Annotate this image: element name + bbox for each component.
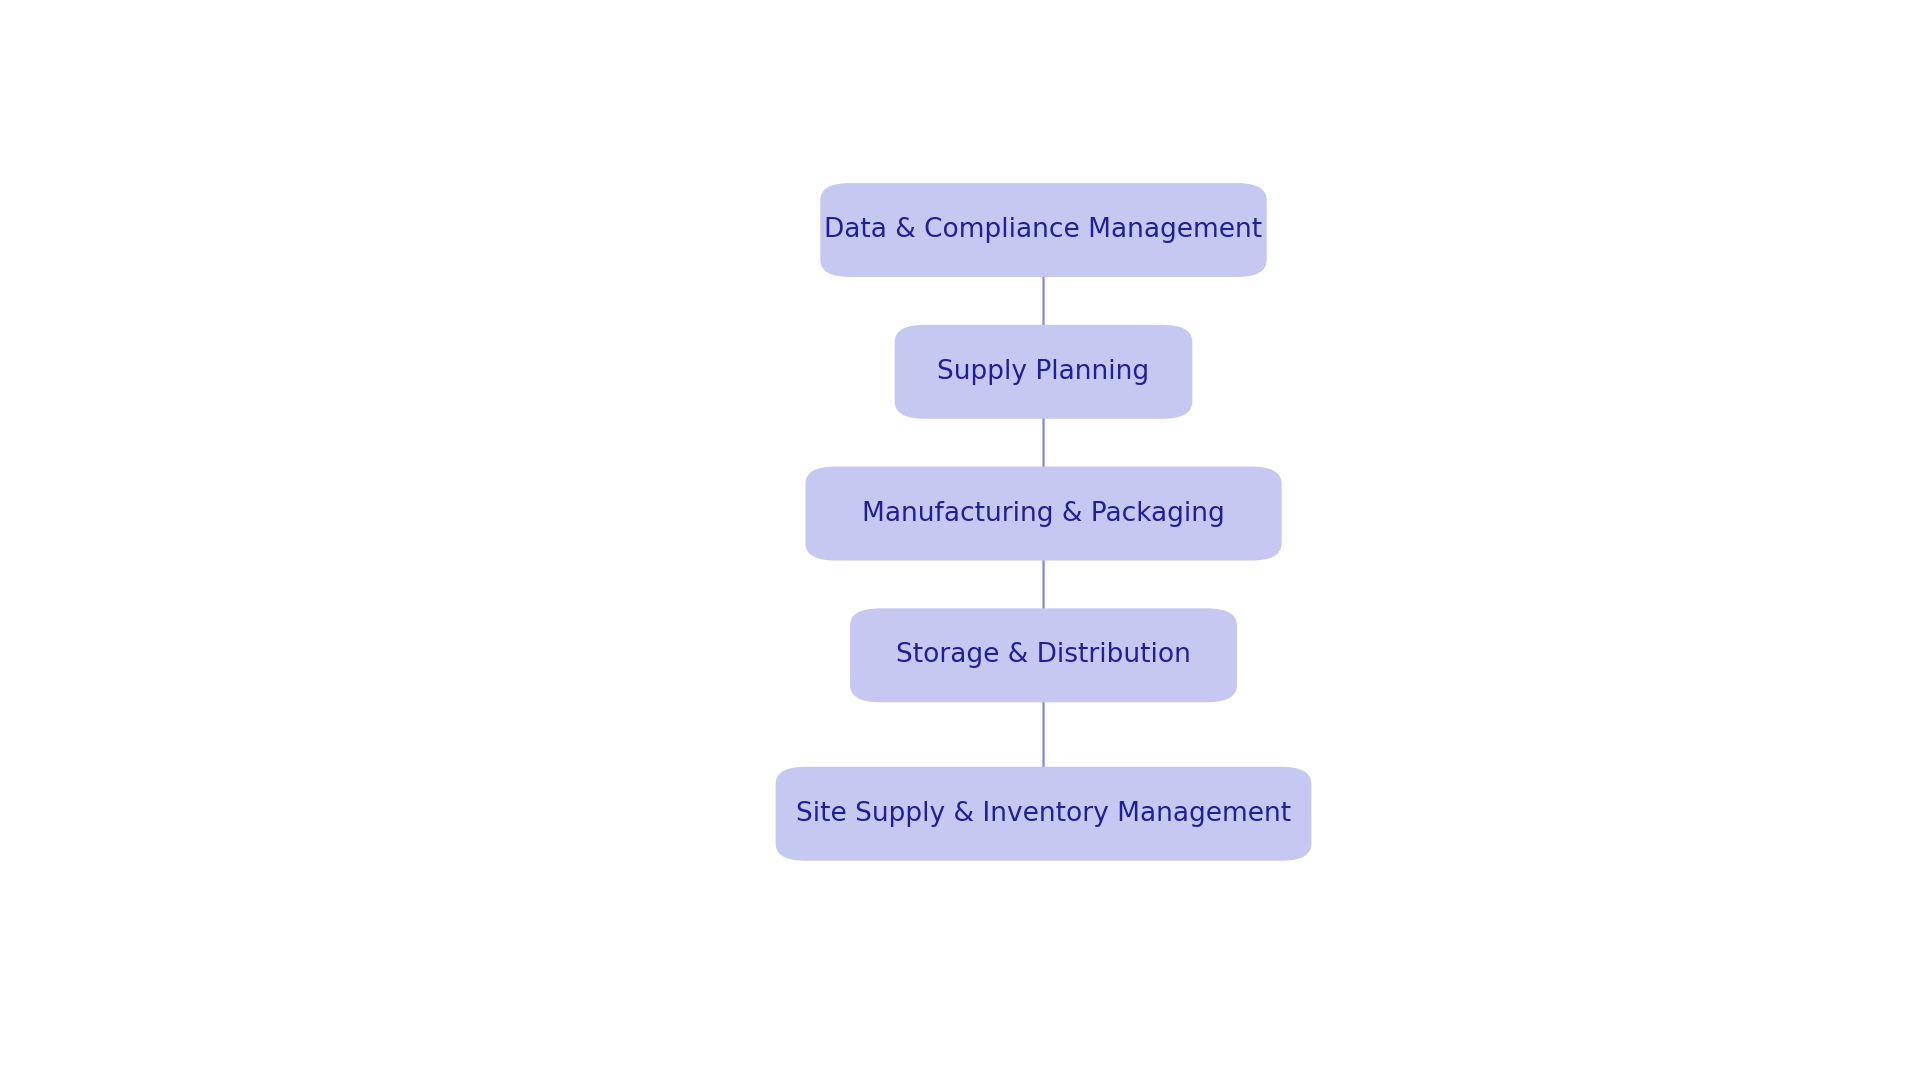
FancyBboxPatch shape	[806, 467, 1283, 561]
FancyBboxPatch shape	[895, 325, 1192, 419]
FancyBboxPatch shape	[820, 183, 1267, 277]
Text: Manufacturing & Packaging: Manufacturing & Packaging	[862, 500, 1225, 526]
FancyBboxPatch shape	[851, 609, 1236, 702]
Text: Data & Compliance Management: Data & Compliance Management	[824, 217, 1263, 243]
Text: Supply Planning: Supply Planning	[937, 358, 1150, 384]
Text: Storage & Distribution: Storage & Distribution	[897, 642, 1190, 668]
FancyBboxPatch shape	[776, 767, 1311, 861]
Text: Site Supply & Inventory Management: Site Supply & Inventory Management	[797, 800, 1290, 826]
